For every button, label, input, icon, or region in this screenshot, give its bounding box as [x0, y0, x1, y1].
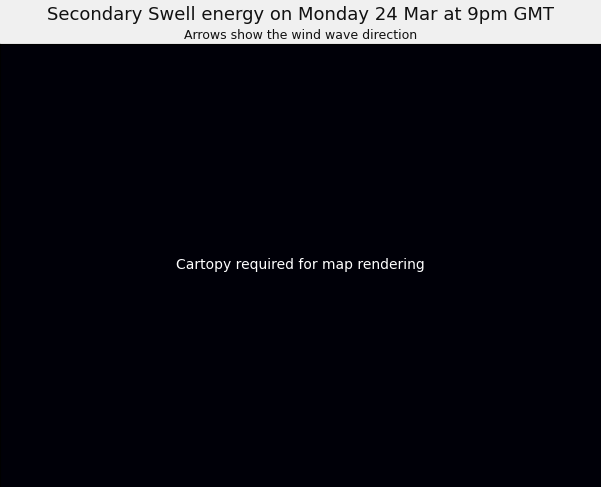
- Text: Cartopy required for map rendering: Cartopy required for map rendering: [176, 259, 425, 272]
- Text: Secondary Swell energy on Monday 24 Mar at 9pm GMT: Secondary Swell energy on Monday 24 Mar …: [47, 6, 554, 24]
- Text: Arrows show the wind wave direction: Arrows show the wind wave direction: [184, 29, 417, 41]
